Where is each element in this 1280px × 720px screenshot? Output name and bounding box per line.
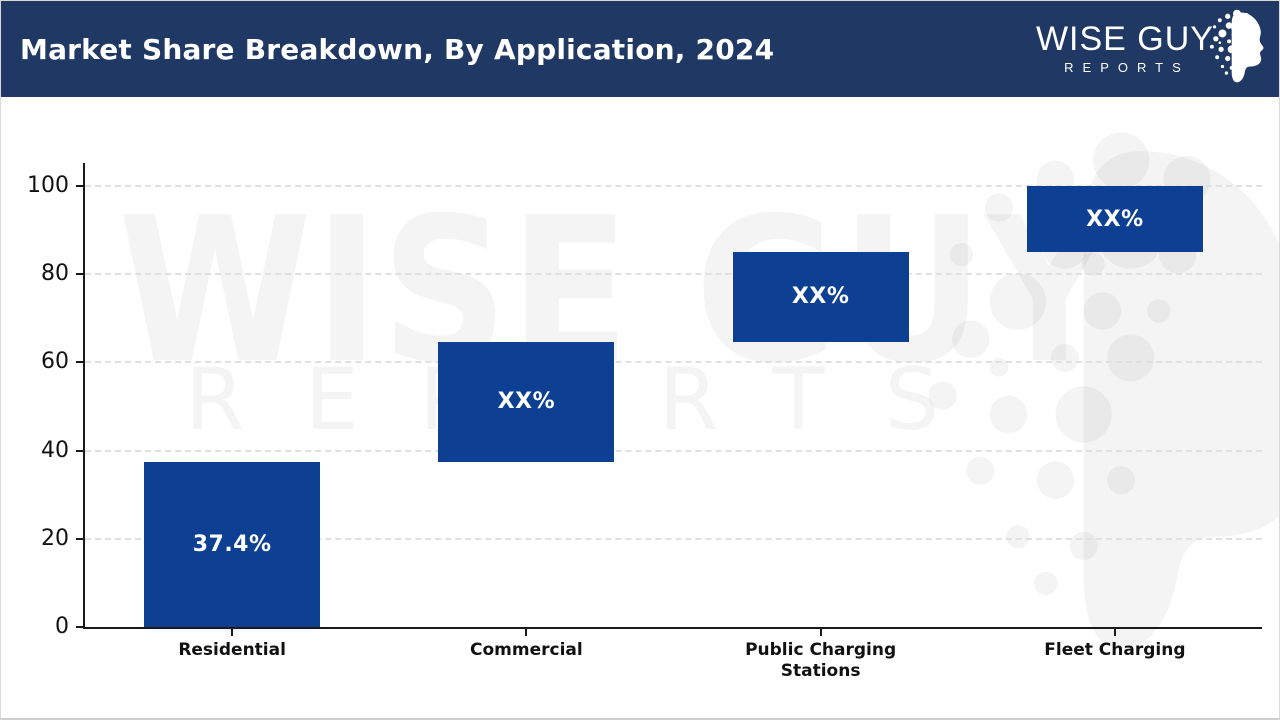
wise-guy-head-icon bbox=[1209, 9, 1264, 83]
bar-commercial: XX% bbox=[438, 341, 615, 463]
brand-name: WISE GUY bbox=[1035, 20, 1214, 58]
y-tick-label: 20 bbox=[41, 525, 69, 551]
x-category-label-line: Stations bbox=[780, 661, 861, 681]
gridline bbox=[85, 361, 1262, 364]
x-category-label: Commercial bbox=[406, 640, 646, 661]
bar-value-label: 37.4% bbox=[192, 532, 272, 558]
gridline bbox=[85, 537, 1262, 540]
brand-text: WISE GUY REPORTS bbox=[1036, 21, 1214, 75]
x-category-label-line: Commercial bbox=[470, 640, 583, 660]
y-tick-mark bbox=[76, 626, 85, 628]
brand-logo: WISE GUY REPORTS bbox=[1036, 6, 1266, 90]
y-tick-mark bbox=[76, 361, 85, 364]
page-title: Market Share Breakdown, By Application, … bbox=[20, 33, 775, 66]
x-tick-mark bbox=[819, 629, 822, 636]
y-tick-label: 60 bbox=[41, 349, 69, 375]
y-tick-mark bbox=[76, 537, 85, 540]
bar-value-label: XX% bbox=[1086, 206, 1144, 232]
x-tick-mark bbox=[1113, 629, 1116, 636]
y-tick-mark bbox=[76, 273, 85, 276]
y-tick-label: 100 bbox=[27, 173, 69, 198]
gridline bbox=[85, 273, 1262, 276]
x-tick-mark bbox=[525, 629, 528, 636]
x-tick-mark bbox=[231, 629, 234, 636]
bar-chart: 0 20 40 60 80 100 37.4% Residential XX% Commercia… bbox=[0, 97, 1280, 720]
bar-public-charging-stations: XX% bbox=[732, 252, 909, 342]
x-category-label-line: Fleet Charging bbox=[1044, 640, 1186, 660]
x-axis-line bbox=[83, 627, 1262, 629]
gridline bbox=[85, 185, 1262, 187]
x-category-label-line: Public Charging bbox=[745, 640, 897, 660]
y-tick-label: 0 bbox=[55, 614, 69, 639]
x-category-label-line: Residential bbox=[178, 640, 286, 660]
bar-fleet-charging: XX% bbox=[1026, 186, 1203, 253]
bar-value-label: XX% bbox=[791, 284, 850, 310]
header: Market Share Breakdown, By Application, … bbox=[0, 0, 1280, 97]
gridline bbox=[85, 449, 1262, 452]
y-tick-label: 80 bbox=[41, 261, 69, 287]
x-category-label: Residential bbox=[112, 640, 352, 661]
y-tick-mark bbox=[76, 449, 85, 452]
brand-subtitle: REPORTS bbox=[1064, 60, 1190, 75]
y-tick-label: 40 bbox=[41, 437, 69, 463]
x-category-label: Fleet Charging bbox=[995, 640, 1235, 661]
bar-residential: 37.4% bbox=[144, 462, 321, 627]
bar-value-label: XX% bbox=[497, 389, 556, 415]
x-category-label: Public Charging Stations bbox=[701, 640, 941, 682]
y-tick-mark bbox=[76, 185, 85, 187]
y-axis-line bbox=[83, 163, 85, 629]
